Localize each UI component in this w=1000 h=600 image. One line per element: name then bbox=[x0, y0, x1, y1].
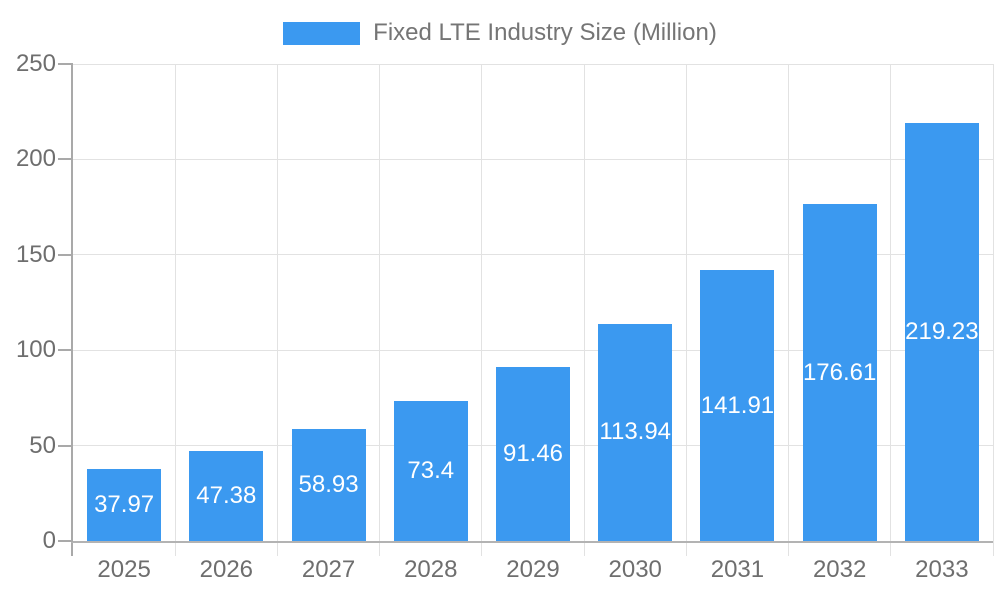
h-gridline-200 bbox=[73, 158, 993, 160]
bar-value-2028: 73.4 bbox=[407, 456, 455, 484]
y-axis-label-50: 50 bbox=[29, 431, 56, 459]
bar-value-2025: 37.97 bbox=[94, 490, 155, 518]
x-axis-label-2032: 2032 bbox=[812, 556, 867, 583]
y-axis-label-100: 100 bbox=[15, 336, 56, 364]
bar-value-2032: 176.61 bbox=[802, 358, 877, 386]
y-tick-250 bbox=[58, 63, 73, 65]
y-axis-line bbox=[71, 64, 73, 556]
y-axis-label-250: 250 bbox=[15, 50, 56, 77]
x-axis-labels: 2025 2026 2027 2028 2029 2030 2031 2032 2033 bbox=[73, 556, 993, 588]
x-tick-4 bbox=[481, 541, 483, 556]
x-tick-7 bbox=[788, 541, 790, 556]
plot-area: 37.97 47.38 58.93 73.4 91.46 113.94 141.91 176.… bbox=[58, 63, 994, 556]
h-gridline-150 bbox=[73, 254, 993, 256]
bar-2030[interactable]: 113.94 bbox=[598, 323, 673, 541]
x-tick-1 bbox=[174, 541, 176, 556]
v-gridline-3 bbox=[379, 64, 381, 541]
bar-value-2033: 219.23 bbox=[905, 317, 979, 345]
x-axis-label-2026: 2026 bbox=[199, 556, 254, 583]
x-tick-9 bbox=[992, 541, 994, 556]
x-tick-6 bbox=[685, 541, 687, 556]
v-gridline-5 bbox=[583, 64, 585, 541]
x-axis-label-2030: 2030 bbox=[608, 556, 662, 583]
y-axis-label-150: 150 bbox=[15, 240, 56, 268]
bar-value-2031: 141.91 bbox=[700, 391, 775, 419]
v-gridline-8 bbox=[890, 64, 892, 541]
bar-2027[interactable]: 58.93 bbox=[291, 428, 366, 541]
v-gridline-1 bbox=[174, 64, 176, 541]
bar-2033[interactable]: 219.23 bbox=[904, 122, 979, 541]
v-gridline-2 bbox=[276, 64, 278, 541]
bar-2025[interactable]: 37.97 bbox=[87, 468, 162, 541]
bar-value-2027: 58.93 bbox=[298, 470, 359, 498]
legend-label: Fixed LTE Industry Size (Million) bbox=[373, 19, 717, 46]
bar-value-2026: 47.38 bbox=[196, 481, 257, 509]
x-tick-8 bbox=[890, 541, 892, 556]
bar-2028[interactable]: 73.4 bbox=[393, 400, 468, 541]
y-axis-label-0: 0 bbox=[42, 527, 56, 554]
y-tick-100 bbox=[58, 349, 73, 352]
y-axis-label-200: 200 bbox=[15, 145, 56, 173]
x-axis-label-2031: 2031 bbox=[710, 556, 765, 583]
x-axis-label-2028: 2028 bbox=[404, 556, 458, 583]
h-gridline-250 bbox=[73, 63, 993, 65]
x-axis-line bbox=[71, 541, 993, 543]
x-axis-label-2025: 2025 bbox=[97, 556, 151, 583]
bar-2026[interactable]: 47.38 bbox=[189, 450, 264, 541]
v-gridline-7 bbox=[788, 64, 790, 541]
y-tick-0 bbox=[58, 540, 73, 542]
bar-2031[interactable]: 141.91 bbox=[700, 270, 775, 541]
x-tick-5 bbox=[583, 541, 585, 556]
x-axis-label-2029: 2029 bbox=[506, 556, 560, 583]
bar-value-2030: 113.94 bbox=[599, 418, 672, 446]
legend[interactable]: Fixed LTE Industry Size (Million) bbox=[0, 19, 1000, 47]
y-axis-labels: 0 50 100 150 200 250 bbox=[0, 51, 56, 554]
bar-2029[interactable]: 91.46 bbox=[496, 366, 570, 541]
legend-swatch bbox=[283, 21, 361, 45]
x-axis-label-2033: 2033 bbox=[915, 556, 969, 583]
y-tick-50 bbox=[58, 444, 73, 447]
v-gridline-9 bbox=[992, 64, 994, 541]
h-gridline-100 bbox=[73, 349, 993, 351]
y-tick-150 bbox=[58, 253, 73, 256]
y-tick-200 bbox=[58, 158, 73, 161]
x-axis-label-2027: 2027 bbox=[301, 556, 356, 583]
bar-value-2029: 91.46 bbox=[502, 439, 564, 467]
v-gridline-6 bbox=[685, 64, 687, 541]
x-tick-3 bbox=[379, 541, 381, 556]
x-tick-2 bbox=[276, 541, 278, 556]
bar-2032[interactable]: 176.61 bbox=[802, 204, 877, 541]
v-gridline-4 bbox=[481, 64, 483, 541]
